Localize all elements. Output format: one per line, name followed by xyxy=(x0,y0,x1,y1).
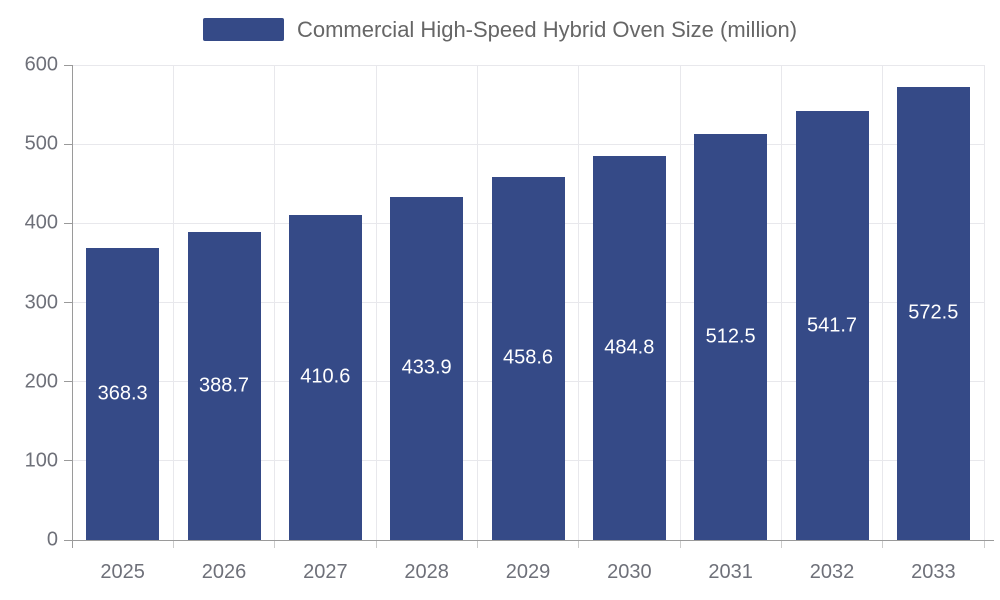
gridline-x-3 xyxy=(375,65,377,540)
y-axis-tick xyxy=(64,222,72,224)
y-axis-line xyxy=(72,65,73,548)
bar-2030 xyxy=(592,156,666,540)
plot-area: 0 100 200 300 400 500 600 368.3 2025 388.7 2026 410… xyxy=(25,54,994,583)
gridline-x-4 xyxy=(476,65,478,540)
x-axis-tick xyxy=(983,540,985,548)
bar-2028 xyxy=(390,196,464,540)
x-axis-tick xyxy=(679,540,681,548)
x-axis-label: 2026 xyxy=(201,561,247,583)
x-axis-label: 2033 xyxy=(911,561,956,583)
bar-2031 xyxy=(694,134,768,540)
legend[interactable]: Commercial High-Speed Hybrid Oven Size (… xyxy=(0,18,1000,41)
x-axis-tick xyxy=(882,540,884,548)
gridline-x-8 xyxy=(882,65,884,540)
y-axis-tick xyxy=(64,381,72,383)
y-axis-label: 600 xyxy=(24,53,58,76)
x-axis-label: 2031 xyxy=(708,561,753,583)
y-axis-label: 0 xyxy=(46,528,58,551)
gridline-y-500 xyxy=(72,143,984,145)
x-axis-tick xyxy=(375,540,377,548)
x-axis-label: 2030 xyxy=(607,561,652,583)
y-axis-tick xyxy=(64,143,72,145)
x-axis-tick xyxy=(476,540,478,548)
y-axis-label: 500 xyxy=(24,132,58,155)
y-axis-label: 400 xyxy=(24,211,58,234)
x-axis-label: 2028 xyxy=(404,561,449,583)
legend-swatch xyxy=(202,18,284,41)
x-axis-tick xyxy=(780,540,782,548)
x-axis-line xyxy=(72,539,994,541)
bar-2032 xyxy=(795,111,869,540)
x-axis-tick xyxy=(172,540,174,548)
y-axis-label: 200 xyxy=(24,370,58,393)
y-axis-tick xyxy=(64,64,72,66)
gridline-x-7 xyxy=(780,65,782,540)
legend-label: Commercial High-Speed Hybrid Oven Size (… xyxy=(296,17,798,42)
y-axis-tick xyxy=(64,302,72,303)
x-axis-tick xyxy=(274,540,276,548)
gridline-x-1 xyxy=(172,65,174,540)
y-axis-label: 100 xyxy=(24,449,58,472)
gridline-x-2 xyxy=(274,65,276,540)
bar-2029 xyxy=(491,176,565,540)
x-axis-label: 2029 xyxy=(505,561,551,583)
gridline-x-5 xyxy=(578,65,580,540)
bar-2025 xyxy=(86,248,160,540)
y-axis-label: 300 xyxy=(24,291,58,313)
gridline-x-6 xyxy=(679,65,681,540)
x-axis-label: 2027 xyxy=(303,561,348,583)
y-axis-tick xyxy=(64,539,72,541)
gridline-y-600 xyxy=(72,64,984,66)
x-axis-label: 2032 xyxy=(809,561,855,583)
x-axis-label: 2025 xyxy=(100,561,145,583)
gridline-x-9 xyxy=(983,65,985,540)
y-axis-tick xyxy=(64,460,72,462)
x-axis-tick xyxy=(578,540,580,548)
bar-2033 xyxy=(896,86,970,540)
bar-2026 xyxy=(187,232,261,540)
bar-2027 xyxy=(288,214,362,540)
